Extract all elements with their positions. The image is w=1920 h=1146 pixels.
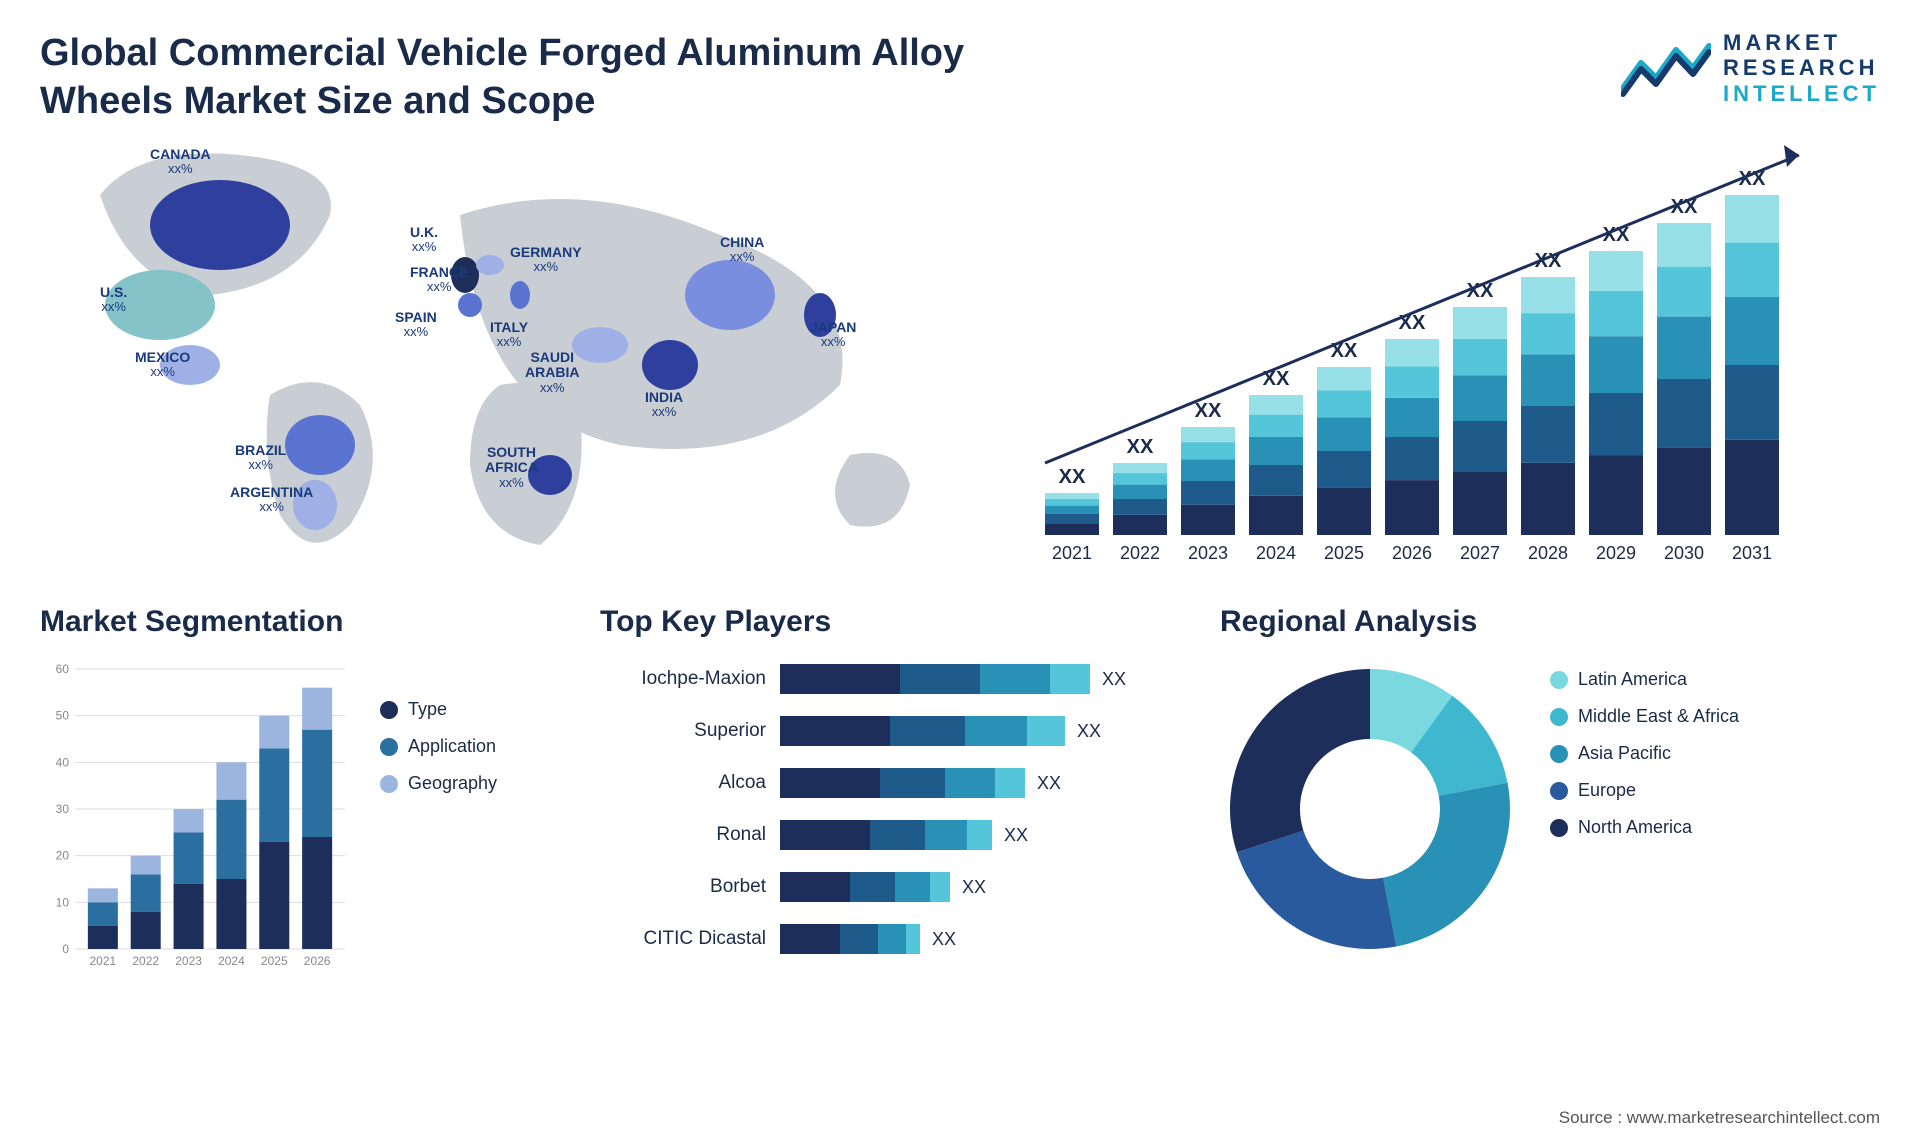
player-value: XX: [1077, 721, 1101, 742]
svg-text:40: 40: [56, 755, 70, 769]
map-country-label: U.S.xx%: [100, 285, 127, 315]
player-value: XX: [1004, 825, 1028, 846]
map-country-label: GERMANYxx%: [510, 245, 582, 275]
logo-line2: RESEARCH: [1723, 55, 1880, 80]
svg-text:2025: 2025: [1324, 543, 1364, 563]
svg-text:60: 60: [56, 662, 70, 676]
segmentation-title: Market Segmentation: [40, 605, 560, 639]
svg-text:2024: 2024: [1256, 543, 1296, 563]
svg-text:2023: 2023: [1188, 543, 1228, 563]
regional-title: Regional Analysis: [1220, 605, 1880, 639]
svg-text:0: 0: [62, 942, 69, 956]
svg-text:2027: 2027: [1460, 543, 1500, 563]
brand-logo: MARKET RESEARCH INTELLECT: [1621, 30, 1880, 106]
players-panel: Top Key Players Iochpe-Maxion XX Superior X…: [600, 605, 1180, 1045]
player-value: XX: [1102, 669, 1126, 690]
segmentation-panel: Market Segmentation 0 10 20 30 40 50 60 2021 202…: [40, 605, 560, 1045]
map-country-label: SPAINxx%: [395, 310, 437, 340]
player-row: Iochpe-Maxion XX: [600, 659, 1180, 699]
segmentation-chart: 0 10 20 30 40 50 60 2021 2022 2023 2024 2025 2026: [40, 659, 360, 979]
player-row: CITIC Dicastal XX: [600, 919, 1180, 959]
map-country-label: U.K.xx%: [410, 225, 438, 255]
player-name: Borbet: [600, 876, 780, 898]
player-bar: [780, 820, 992, 850]
svg-text:XX: XX: [1059, 466, 1086, 488]
player-name: Iochpe-Maxion: [600, 668, 780, 690]
regional-legend-item: Asia Pacific: [1550, 743, 1880, 764]
growth-bar-chart: 2021XX2022XX2023XX2024XX2025XX2026XX2027…: [970, 135, 1880, 575]
source-label: Source : www.marketresearchintellect.com: [1559, 1108, 1880, 1128]
svg-text:2021: 2021: [90, 954, 117, 968]
players-chart: Iochpe-MaxionXXSuperiorXXAlcoaXXRonalXXB…: [600, 659, 1180, 999]
svg-text:2028: 2028: [1528, 543, 1568, 563]
segmentation-legend-item: Geography: [380, 773, 560, 794]
logo-text: MARKET RESEARCH INTELLECT: [1723, 30, 1880, 106]
svg-text:XX: XX: [1467, 280, 1494, 302]
map-country-label: CHINAxx%: [720, 235, 764, 265]
player-value: XX: [932, 929, 956, 950]
svg-text:2022: 2022: [132, 954, 159, 968]
map-country-label: SAUDIARABIAxx%: [525, 350, 579, 395]
regional-legend-item: Latin America: [1550, 669, 1880, 690]
map-country-label: CANADAxx%: [150, 147, 211, 177]
svg-text:2029: 2029: [1596, 543, 1636, 563]
regional-donut-chart: [1220, 659, 1520, 959]
player-bar: [780, 924, 920, 954]
player-name: Superior: [600, 720, 780, 742]
svg-text:2024: 2024: [218, 954, 245, 968]
map-country-label: INDIAxx%: [645, 390, 683, 420]
player-row: Ronal XX: [600, 815, 1180, 855]
player-bar: [780, 872, 950, 902]
map-country-label: MEXICOxx%: [135, 350, 190, 380]
map-country-label: FRANCExx%: [410, 265, 468, 295]
logo-mark-icon: [1621, 38, 1711, 98]
player-row: Borbet XX: [600, 867, 1180, 907]
regional-legend-item: Europe: [1550, 780, 1880, 801]
map-country-label: JAPANxx%: [810, 320, 856, 350]
svg-text:30: 30: [56, 802, 70, 816]
svg-text:2025: 2025: [261, 954, 288, 968]
svg-text:2022: 2022: [1120, 543, 1160, 563]
map-country-label: ITALYxx%: [490, 320, 528, 350]
world-map-panel: CANADAxx% U.S.xx% MEXICOxx% BRAZILxx% ARGENT…: [40, 135, 940, 575]
player-row: Alcoa XX: [600, 763, 1180, 803]
regional-legend-item: North America: [1550, 817, 1880, 838]
logo-line1: MARKET: [1723, 30, 1880, 55]
regional-panel: Regional Analysis Latin America Middle Ea…: [1220, 605, 1880, 1045]
player-name: Ronal: [600, 824, 780, 846]
svg-text:2023: 2023: [175, 954, 202, 968]
player-value: XX: [962, 877, 986, 898]
svg-text:50: 50: [56, 709, 70, 723]
header: Global Commercial Vehicle Forged Aluminu…: [40, 30, 1880, 125]
svg-text:2031: 2031: [1732, 543, 1772, 563]
svg-text:2030: 2030: [1664, 543, 1704, 563]
svg-text:10: 10: [56, 895, 70, 909]
map-country-label: BRAZILxx%: [235, 443, 286, 473]
player-value: XX: [1037, 773, 1061, 794]
player-bar: [780, 716, 1065, 746]
svg-text:2021: 2021: [1052, 543, 1092, 563]
player-bar: [780, 768, 1025, 798]
svg-text:XX: XX: [1127, 436, 1154, 458]
players-title: Top Key Players: [600, 605, 1180, 639]
player-bar: [780, 664, 1090, 694]
svg-text:20: 20: [56, 849, 70, 863]
regional-legend: Latin America Middle East & Africa Asia Pa…: [1550, 659, 1880, 854]
logo-line3: INTELLECT: [1723, 81, 1880, 106]
svg-text:XX: XX: [1195, 400, 1222, 422]
svg-text:2026: 2026: [304, 954, 331, 968]
player-row: Superior XX: [600, 711, 1180, 751]
map-country-label: ARGENTINAxx%: [230, 485, 313, 515]
segmentation-legend-item: Application: [380, 736, 560, 757]
player-name: Alcoa: [600, 772, 780, 794]
svg-text:2026: 2026: [1392, 543, 1432, 563]
map-country-label: SOUTHAFRICAxx%: [485, 445, 538, 490]
player-name: CITIC Dicastal: [600, 928, 780, 950]
regional-legend-item: Middle East & Africa: [1550, 706, 1880, 727]
segmentation-legend-item: Type: [380, 699, 560, 720]
page-title: Global Commercial Vehicle Forged Aluminu…: [40, 30, 1090, 125]
segmentation-legend: Type Application Geography: [380, 659, 560, 979]
